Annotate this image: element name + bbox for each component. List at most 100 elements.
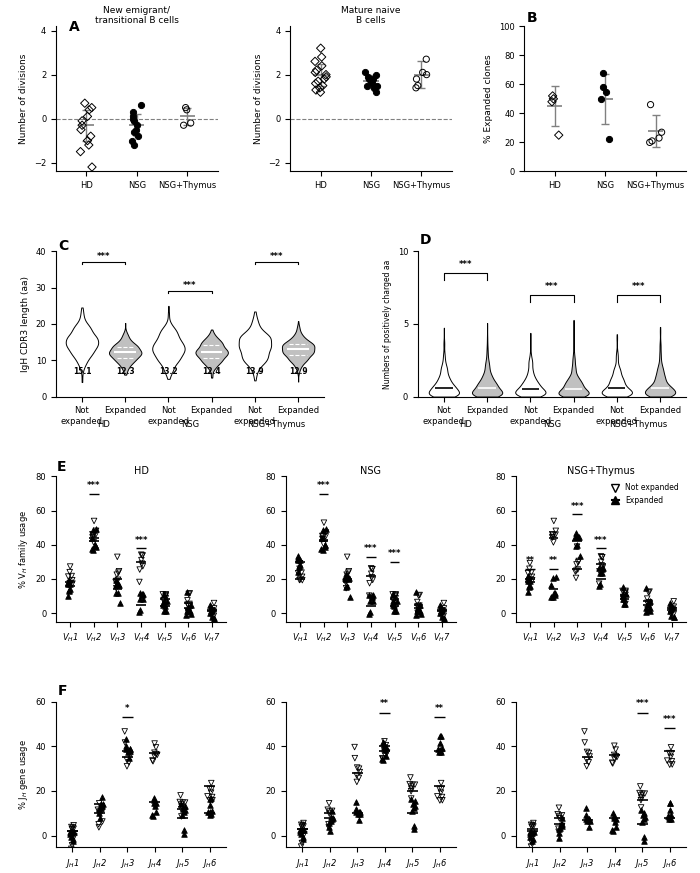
Text: ***: *** <box>134 536 148 545</box>
Point <box>370 67 382 81</box>
Point <box>161 594 172 608</box>
Point <box>581 760 592 773</box>
Point <box>421 52 432 66</box>
Point <box>64 576 76 590</box>
Point <box>438 605 449 619</box>
Point <box>113 578 125 592</box>
Point <box>528 827 540 841</box>
Point <box>159 604 170 618</box>
Text: D: D <box>420 233 432 247</box>
Point <box>664 604 676 618</box>
Point <box>556 819 568 833</box>
Point <box>87 531 98 545</box>
Point <box>354 761 365 775</box>
Point <box>363 607 374 621</box>
Point <box>380 745 391 759</box>
Point <box>204 606 216 620</box>
Point <box>111 567 122 581</box>
Point <box>208 605 219 619</box>
Point <box>64 565 76 579</box>
Point <box>297 574 308 588</box>
Point <box>410 778 421 792</box>
Point <box>350 801 361 815</box>
Point <box>638 830 650 844</box>
Point <box>148 796 160 810</box>
Point <box>666 746 677 760</box>
Point <box>132 118 143 132</box>
Point <box>79 96 90 110</box>
Point <box>64 825 76 839</box>
Point <box>94 811 105 825</box>
Point <box>583 820 594 834</box>
Point <box>63 583 74 597</box>
Point <box>206 603 218 617</box>
Point <box>206 786 217 800</box>
Point <box>603 133 615 147</box>
Point <box>293 565 304 579</box>
Point <box>668 603 679 617</box>
Point <box>549 586 560 600</box>
Point <box>83 103 94 117</box>
Point <box>325 815 336 828</box>
Point <box>92 803 104 817</box>
Text: E: E <box>57 460 66 474</box>
Point <box>76 122 87 136</box>
Title: Mature naive
B cells: Mature naive B cells <box>342 6 400 25</box>
Text: 13.2: 13.2 <box>159 367 178 375</box>
Point <box>147 808 158 821</box>
Point <box>378 753 389 766</box>
Point <box>178 827 190 841</box>
Point <box>298 820 309 834</box>
Point <box>406 782 417 796</box>
Point <box>407 778 418 792</box>
Point <box>158 598 169 612</box>
Point <box>134 562 146 576</box>
Point <box>75 145 86 159</box>
Point <box>594 577 605 591</box>
Point <box>366 590 377 604</box>
Point <box>553 822 564 836</box>
Point <box>113 573 124 587</box>
Point <box>147 753 158 767</box>
Point <box>435 606 446 620</box>
Text: 15.1: 15.1 <box>73 367 91 375</box>
Point <box>610 743 622 757</box>
Point <box>555 821 566 835</box>
Point <box>581 753 592 766</box>
Point <box>377 752 388 766</box>
Point <box>160 591 172 605</box>
Point <box>435 776 447 790</box>
Point <box>316 50 327 64</box>
Point <box>354 807 365 821</box>
Point <box>642 602 653 616</box>
Point <box>295 818 307 832</box>
Point <box>571 529 582 543</box>
Point <box>137 592 148 606</box>
Point <box>62 574 74 588</box>
Point <box>547 527 558 541</box>
Point <box>664 746 675 760</box>
Point <box>351 794 362 808</box>
Point <box>204 805 216 819</box>
Point <box>111 574 122 588</box>
Point <box>619 597 630 611</box>
Point <box>653 131 664 145</box>
Point <box>111 581 122 595</box>
Point <box>553 821 564 835</box>
Point <box>185 116 196 130</box>
Point <box>526 826 538 840</box>
Point <box>644 135 655 149</box>
Point <box>93 821 104 835</box>
Point <box>209 612 220 626</box>
Point <box>158 588 169 601</box>
Point <box>114 596 125 610</box>
Point <box>388 598 399 612</box>
Point <box>309 65 321 79</box>
Point <box>597 561 608 575</box>
Point <box>64 576 75 590</box>
Point <box>124 742 135 756</box>
Point <box>527 818 538 832</box>
Text: A: A <box>69 19 79 33</box>
Point <box>318 537 329 551</box>
Point <box>620 585 631 599</box>
